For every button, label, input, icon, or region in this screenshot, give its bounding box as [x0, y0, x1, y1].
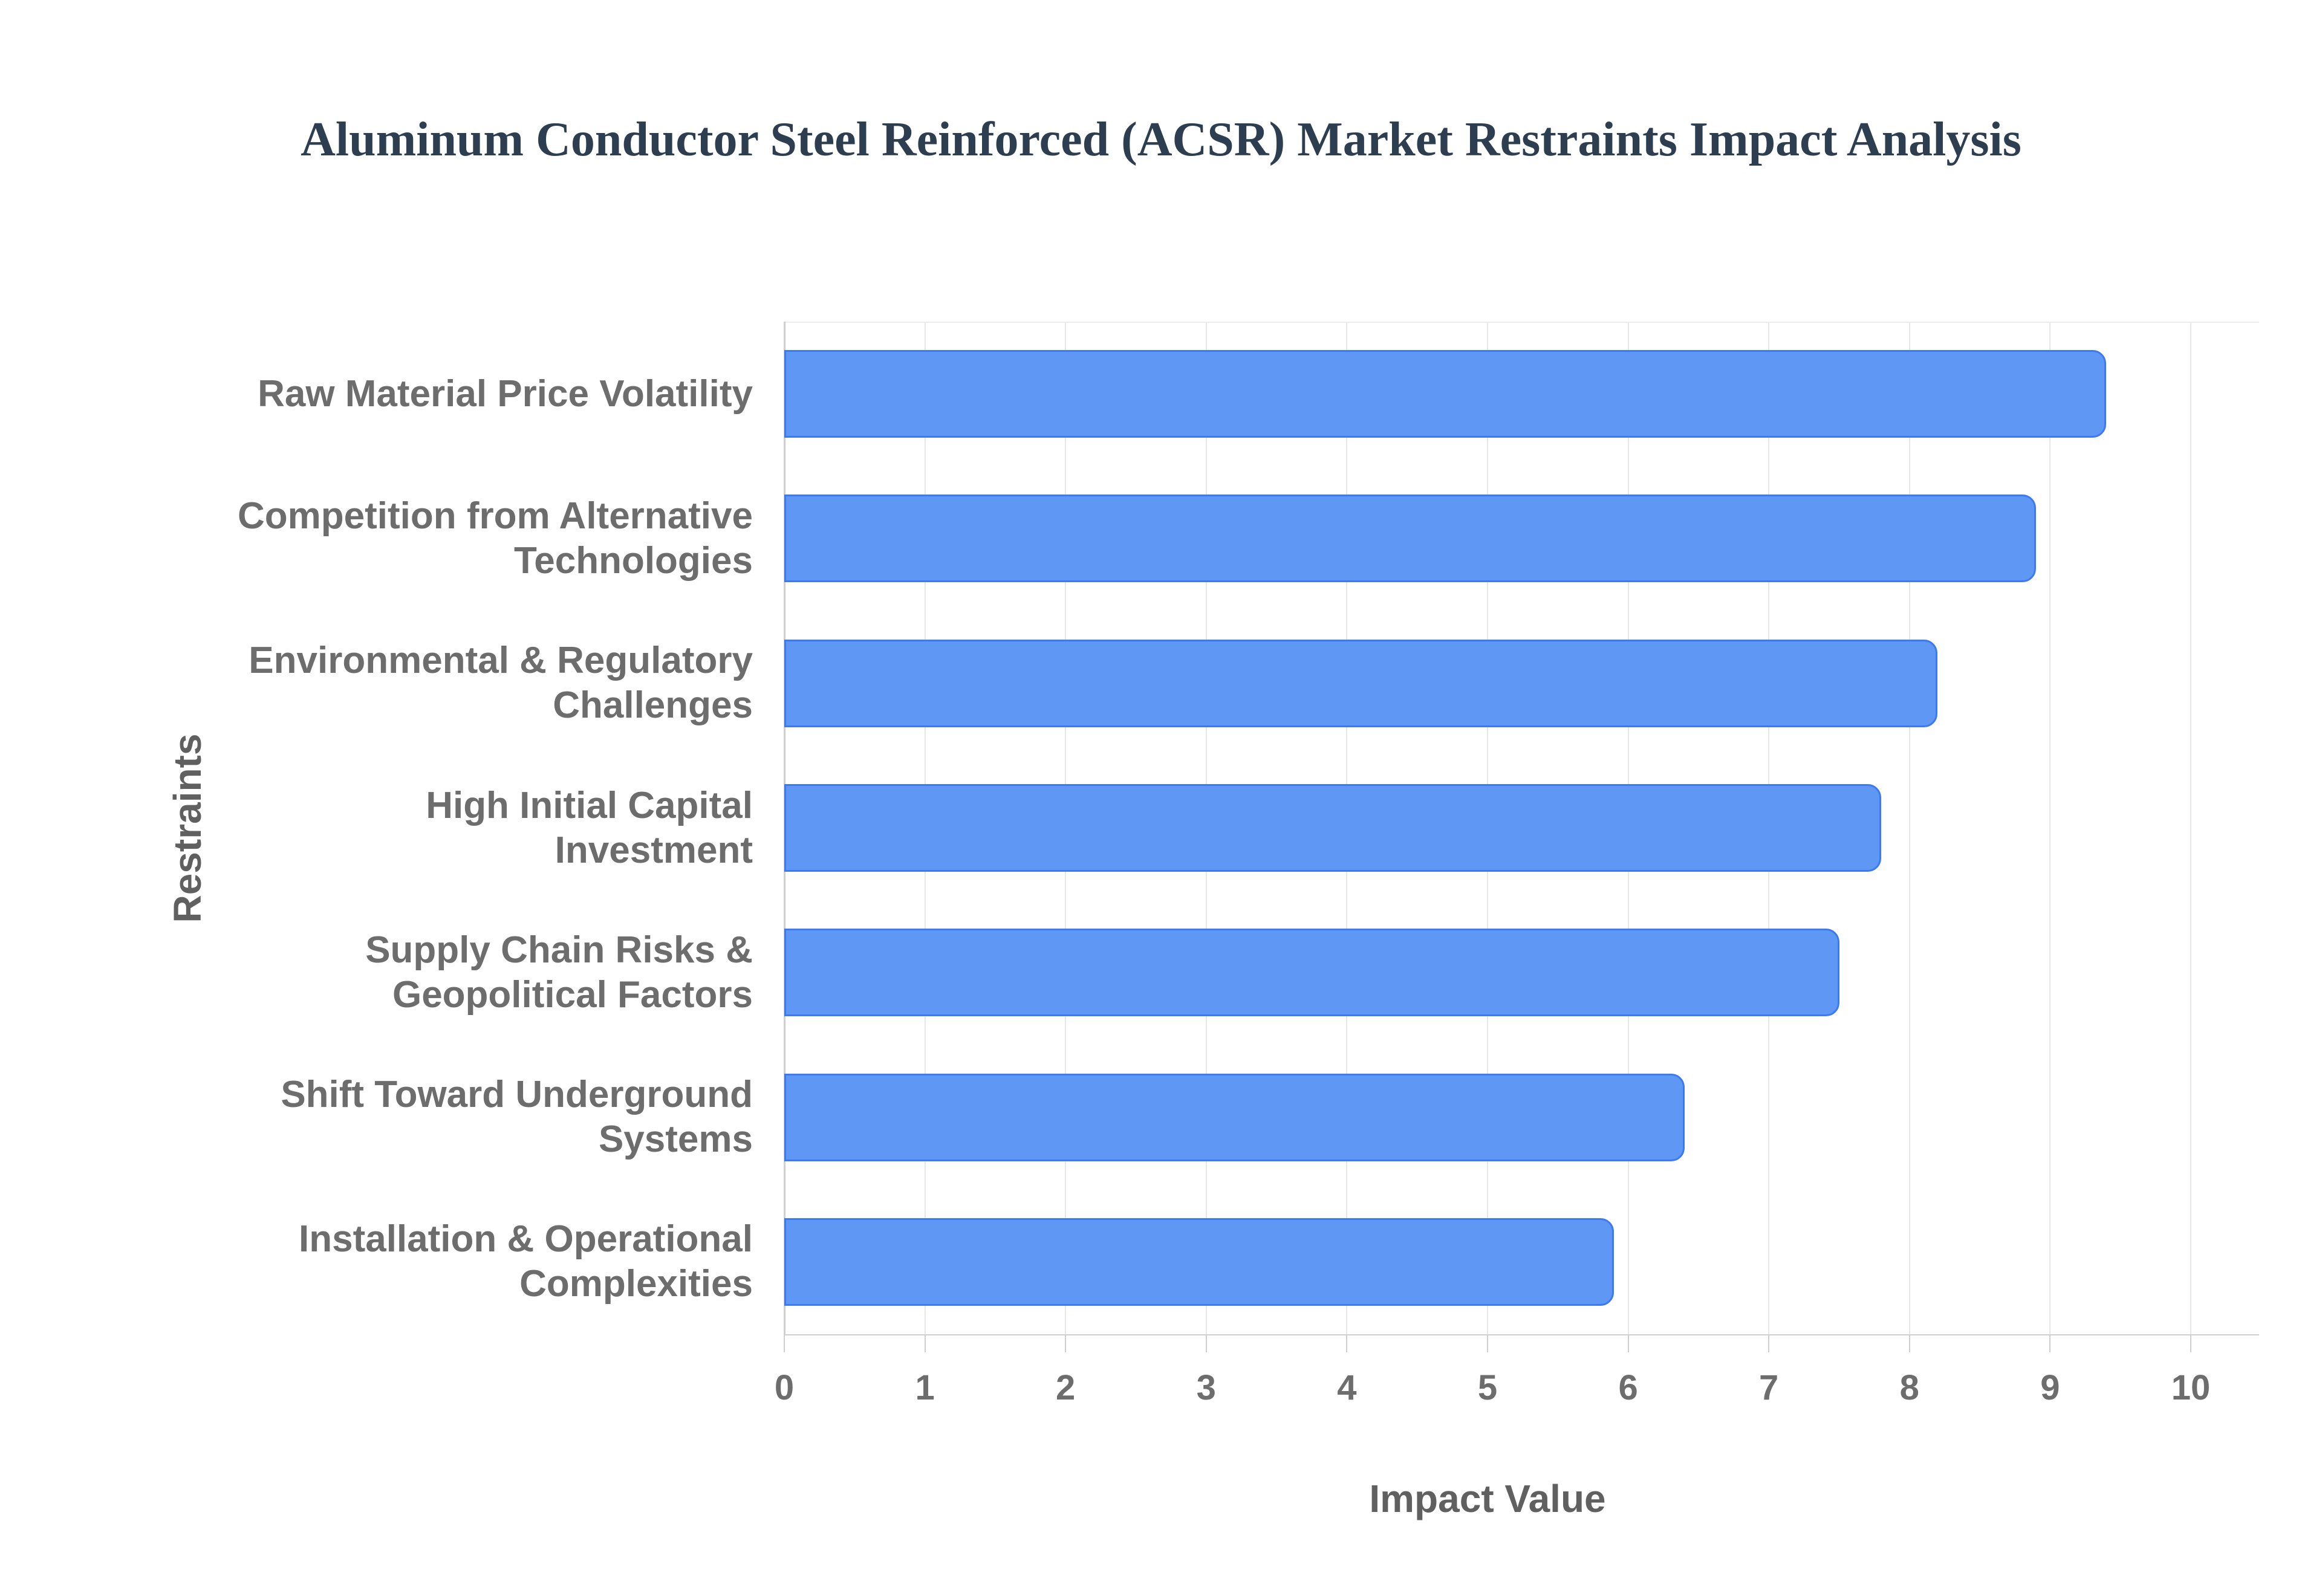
plot-top-border: [784, 322, 2259, 323]
x-axis-title: Impact Value: [1369, 1477, 1606, 1520]
x-tick-mark-10: [2190, 1334, 2191, 1352]
gridline-x-8: [1908, 322, 1910, 1334]
bar-competition-from-alternative-technologies: [784, 495, 2037, 583]
bar-shift-toward-underground-systems: [784, 1073, 1685, 1161]
x-tick-mark-7: [1768, 1334, 1770, 1352]
gridline-x-10: [2190, 322, 2191, 1334]
bar-high-initial-capital-investment: [784, 784, 1882, 872]
x-axis-line: [784, 1334, 2259, 1335]
bar-supply-chain-risks-geopolitical-factors: [784, 929, 1839, 1017]
x-tick-label-0: 0: [774, 1368, 795, 1407]
x-tick-label-6: 6: [1618, 1368, 1638, 1407]
x-tick-label-8: 8: [1899, 1368, 1919, 1407]
x-tick-mark-4: [1346, 1334, 1348, 1352]
x-tick-mark-9: [2049, 1334, 2051, 1352]
x-tick-mark-1: [924, 1334, 926, 1352]
chart-title: Aluminum Conductor Steel Reinforced (ACS…: [301, 113, 2021, 166]
x-tick-mark-3: [1205, 1334, 1207, 1352]
x-tick-mark-0: [784, 1334, 785, 1352]
x-tick-mark-5: [1487, 1334, 1488, 1352]
category-label-high-initial-capital-investment: High Initial Capital Investment: [426, 784, 753, 871]
x-tick-mark-2: [1065, 1334, 1067, 1352]
x-tick-label-9: 9: [2040, 1368, 2060, 1407]
x-tick-mark-6: [1627, 1334, 1629, 1352]
category-label-supply-chain-risks-geopolitical-factors: Supply Chain Risks & Geopolitical Factors: [365, 929, 753, 1016]
y-axis-title: Restraints: [166, 733, 209, 923]
x-tick-label-5: 5: [1477, 1368, 1498, 1407]
bar-environmental-regulatory-challenges: [784, 639, 1938, 727]
bar-raw-material-price-volatility: [784, 350, 2107, 438]
category-label-raw-material-price-volatility: Raw Material Price Volatility: [258, 372, 753, 415]
category-label-installation-operational-complexities: Installation & Operational Complexities: [299, 1218, 753, 1305]
x-tick-label-1: 1: [915, 1368, 935, 1407]
category-label-environmental-regulatory-challenges: Environmental & Regulatory Challenges: [249, 640, 753, 727]
x-tick-label-10: 10: [2171, 1368, 2211, 1407]
x-tick-label-7: 7: [1759, 1368, 1779, 1407]
x-tick-label-2: 2: [1056, 1368, 1076, 1407]
x-tick-label-4: 4: [1337, 1368, 1357, 1407]
gridline-x-9: [2049, 322, 2051, 1334]
category-label-shift-toward-underground-systems: Shift Toward Underground Systems: [281, 1074, 753, 1161]
x-tick-label-3: 3: [1196, 1368, 1216, 1407]
bar-installation-operational-complexities: [784, 1218, 1615, 1306]
category-label-competition-from-alternative-technologies: Competition from Alternative Technologies: [238, 495, 753, 582]
x-tick-mark-8: [1908, 1334, 1910, 1352]
